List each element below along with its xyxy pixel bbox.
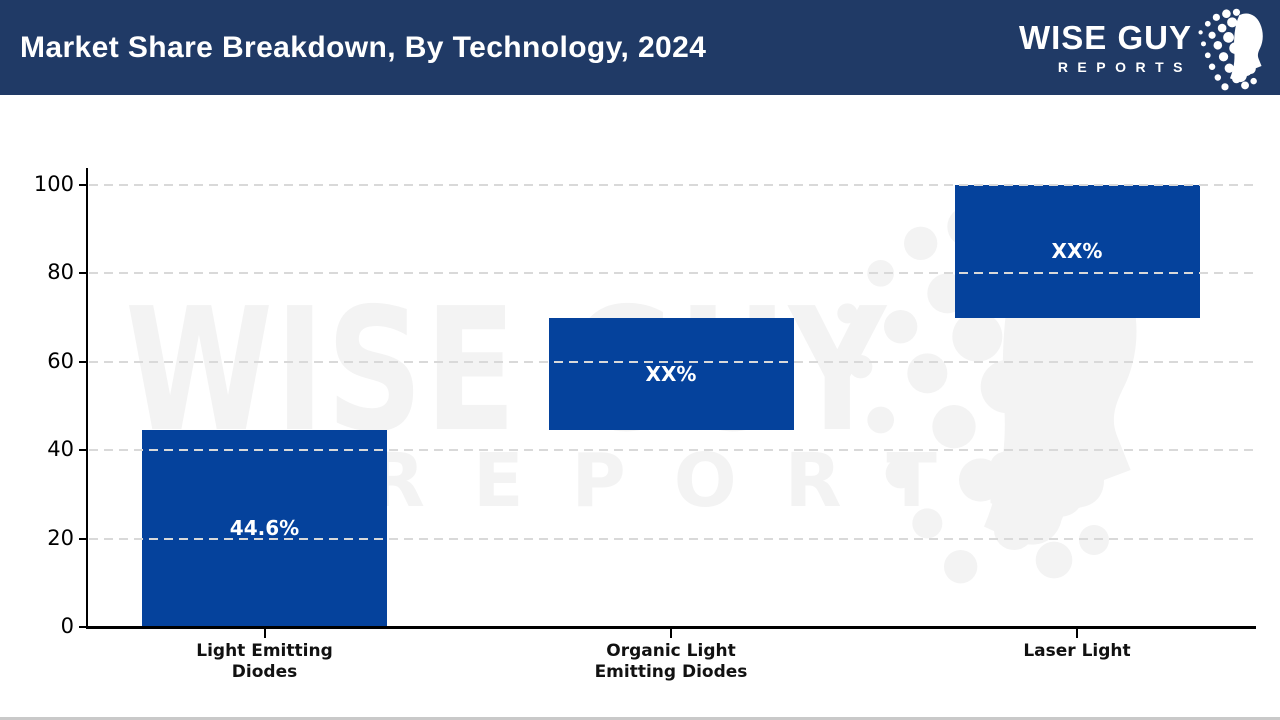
gridline <box>89 272 1256 275</box>
x-axis-tick <box>263 629 266 638</box>
bar-3 <box>954 185 1200 318</box>
bar-value-label: XX% <box>645 361 697 386</box>
x-axis-label-organic-light-emitting-diodes: Organic Light Emitting Diodes <box>511 641 831 683</box>
header-banner: Market Share Breakdown, By Technology, 2… <box>0 0 1280 95</box>
x-axis-label-line: Laser Light <box>1023 641 1131 661</box>
dotted-head-logo-icon <box>1198 8 1263 91</box>
wise-guy-reports-logo: WISE GUY REPORTS <box>1004 4 1274 92</box>
bar-1 <box>142 429 387 627</box>
y-tick-label: 20 <box>47 525 74 550</box>
y-tick-label: 0 <box>60 614 74 638</box>
bar-value-label: XX% <box>1051 239 1103 264</box>
logo-subtext: REPORTS <box>1057 59 1192 75</box>
y-tick-label: 100 <box>33 172 74 196</box>
x-axis-tick <box>1076 629 1078 638</box>
x-axis-label-line: Organic Light <box>606 641 736 661</box>
y-axis-tick <box>79 184 86 186</box>
logo-text-block: WISE GUY REPORTS <box>1019 20 1192 76</box>
bar-2 <box>548 317 794 430</box>
y-axis-tick <box>79 449 86 452</box>
x-axis-tick <box>670 629 672 638</box>
bar-value-label: 44.6% <box>229 516 300 541</box>
gridline <box>89 184 1256 186</box>
x-axis-label-laser-light: Laser Light <box>917 641 1237 662</box>
y-axis-tick <box>79 272 86 275</box>
y-axis-tick <box>79 626 86 628</box>
x-axis-label-light-emitting-diodes: Light Emitting Diodes <box>105 641 425 683</box>
page-title: Market Share Breakdown, By Technology, 2… <box>20 31 707 64</box>
x-axis-line <box>86 626 1256 629</box>
y-axis-tick <box>79 537 86 540</box>
y-axis-line <box>86 168 88 629</box>
gridline <box>89 537 1256 540</box>
y-tick-label: 60 <box>47 348 74 373</box>
gridline <box>89 360 1256 363</box>
x-axis-label-line: Diodes <box>231 662 298 682</box>
y-tick-label: 40 <box>47 437 74 462</box>
x-axis-label-line: Emitting Diodes <box>594 662 748 682</box>
y-tick-label: 80 <box>47 260 74 285</box>
gridline <box>89 449 1256 452</box>
x-axis-label-line: Light Emitting <box>196 641 333 661</box>
bottom-border-line <box>0 717 1280 720</box>
y-axis-tick <box>79 360 86 363</box>
logo-wordmark: WISE GUY <box>1018 19 1192 56</box>
